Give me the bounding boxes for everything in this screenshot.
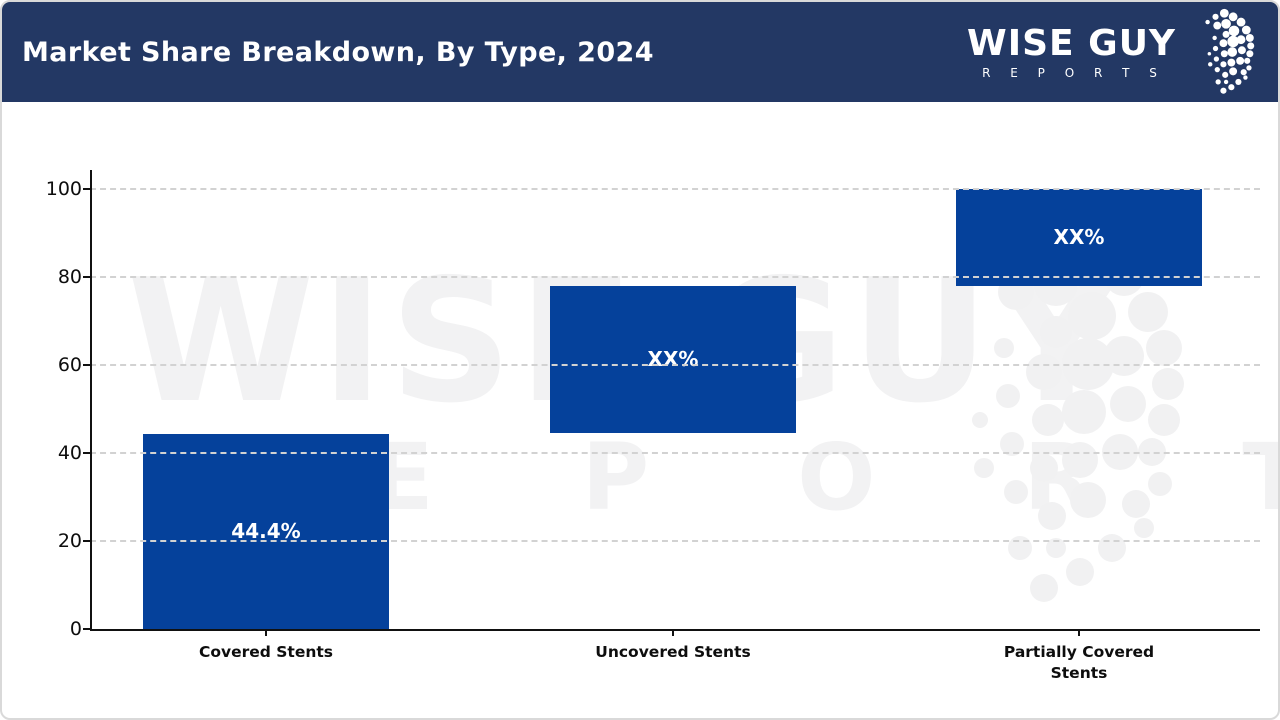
y-tick-mark: [83, 188, 90, 190]
gridline: [90, 276, 1260, 278]
brand-logo: WISE GUY R E P O R T S: [967, 8, 1258, 96]
bar-value-label: XX%: [1053, 225, 1105, 250]
x-category-label: Partially Covered Stents: [1003, 643, 1155, 682]
x-tick-mark: [672, 629, 674, 636]
x-tick-mark: [265, 629, 267, 636]
chart-title: Market Share Breakdown, By Type, 2024: [22, 36, 654, 68]
y-tick-mark: [83, 628, 90, 630]
x-category-label: Covered Stents: [198, 643, 334, 661]
dotted-head-icon: [1205, 8, 1255, 94]
logo-subtext: R E P O R T S: [982, 65, 1165, 80]
x-tick-mark: [1078, 629, 1080, 636]
y-tick-label: 20: [57, 530, 82, 552]
gridline: [90, 188, 1260, 190]
header-bar: Market Share Breakdown, By Type, 2024 WI…: [2, 2, 1278, 102]
gridline: [90, 452, 1260, 454]
chart-area: WISE GUY R E P O R T S: [2, 102, 1278, 718]
y-tick-mark: [83, 276, 90, 278]
bar-value-label: 44.4%: [231, 519, 301, 544]
y-tick-mark: [83, 452, 90, 454]
logo-wordmark: WISE GUY: [966, 22, 1176, 64]
gridline: [90, 540, 1260, 542]
bar: 44.4%: [143, 433, 389, 629]
gridline: [90, 364, 1260, 366]
y-axis-line: [90, 170, 92, 631]
bar-value-label: XX%: [647, 347, 699, 372]
x-axis-line: [90, 629, 1260, 631]
y-tick-mark: [83, 540, 90, 542]
brand-logo-text: WISE GUY R E P O R T S: [966, 22, 1176, 80]
y-tick-mark: [83, 364, 90, 366]
x-category-label: Uncovered Stents: [595, 643, 751, 661]
y-tick-label: 100: [45, 178, 82, 200]
bar: XX%: [550, 285, 796, 434]
bar: XX%: [956, 189, 1202, 286]
y-tick-label: 40: [57, 442, 82, 464]
y-tick-label: 80: [57, 266, 82, 288]
y-tick-label: 60: [57, 354, 82, 376]
y-tick-label: 0: [69, 618, 82, 640]
